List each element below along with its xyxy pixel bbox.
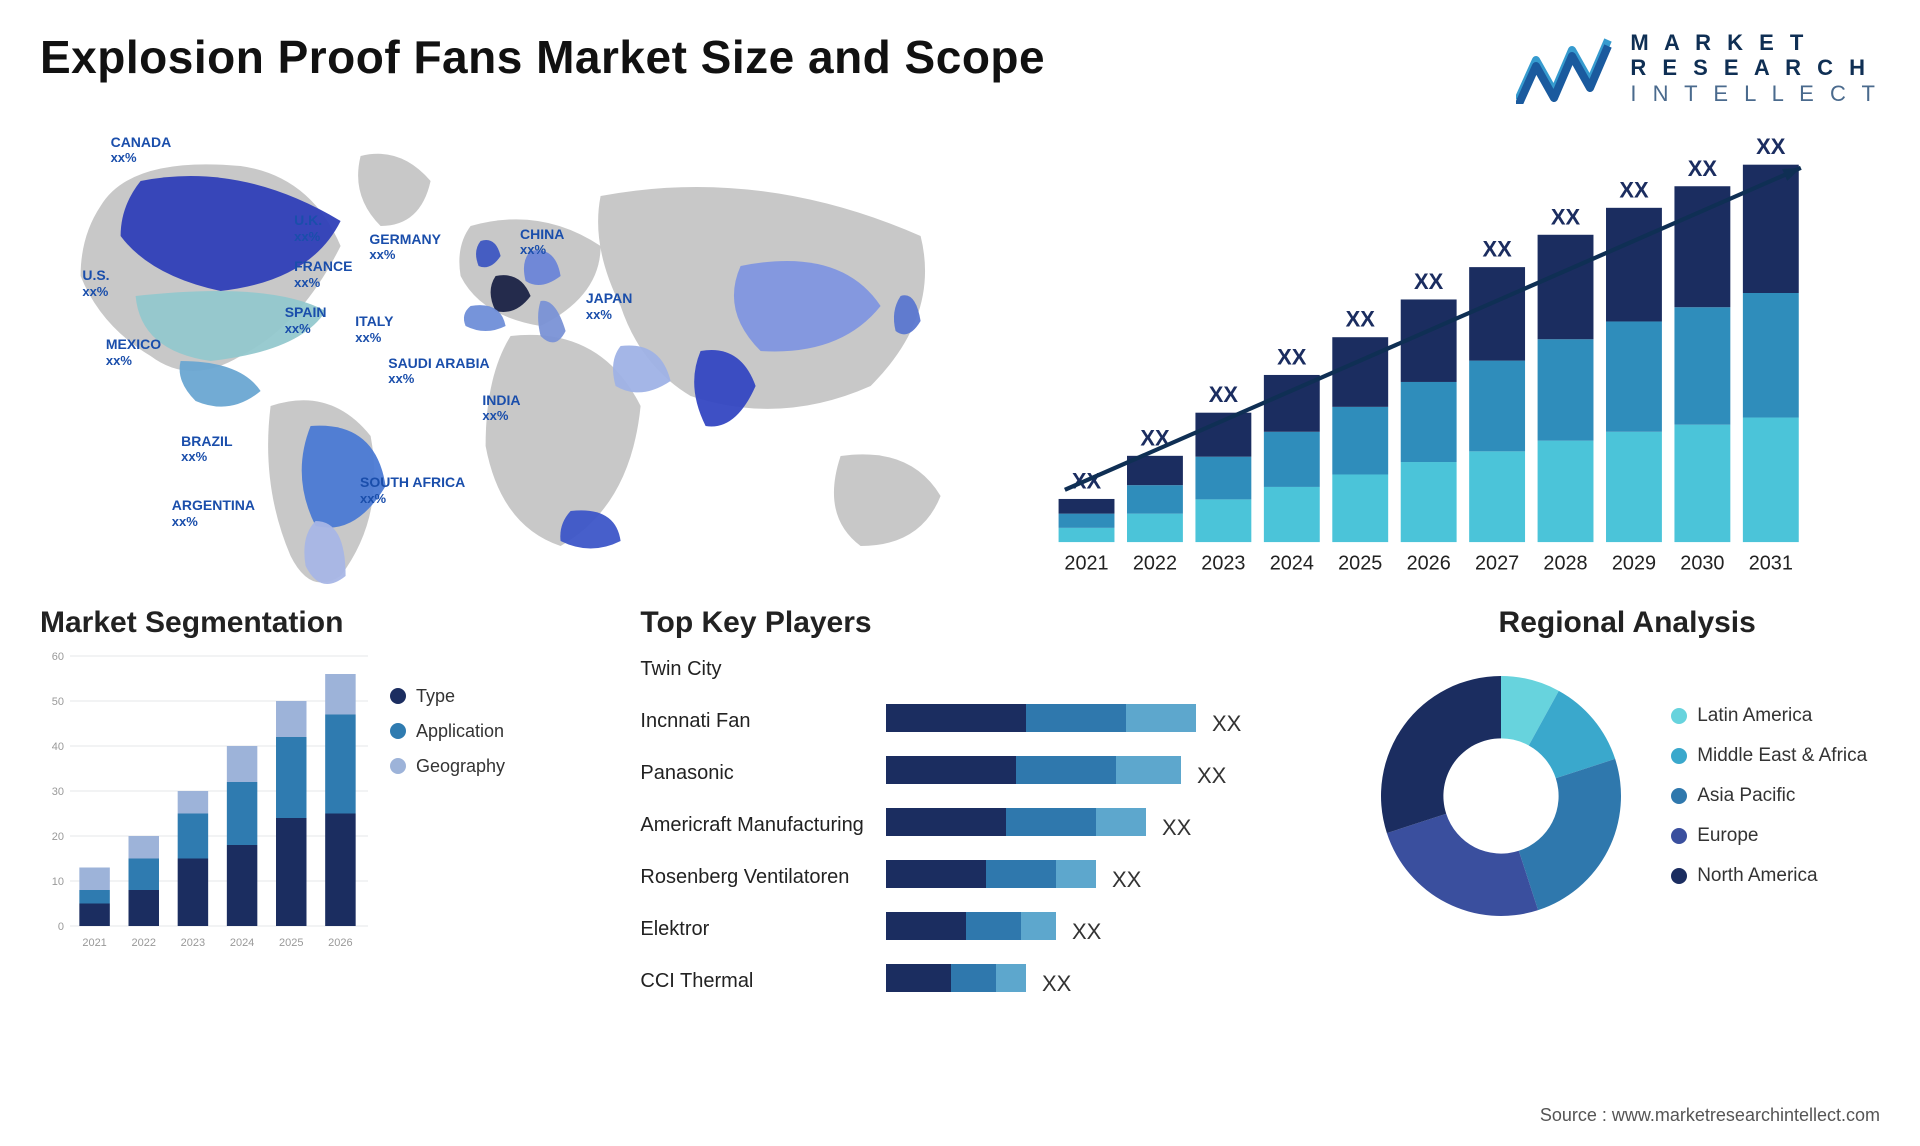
regional-legend-item: Europe xyxy=(1671,825,1867,847)
players-names: Twin City Incnnati Fan Panasonic Americraft… xyxy=(640,650,863,1016)
players-panel: Top Key Players Twin City Incnnati Fan Pan… xyxy=(640,606,1321,1046)
segmentation-legend: Type Application Geography xyxy=(390,686,505,956)
svg-text:XX: XX xyxy=(1277,344,1307,369)
regional-title: Regional Analysis xyxy=(1351,606,1903,640)
svg-text:XX: XX xyxy=(1620,177,1650,202)
svg-text:XX: XX xyxy=(1346,307,1376,332)
logo-line-3: I N T E L L E C T xyxy=(1630,81,1880,106)
svg-text:XX: XX xyxy=(1072,919,1102,944)
bottom-row: Market Segmentation 0 10 20 30 40 50 60 2021 202… xyxy=(40,606,1880,1046)
svg-text:XX: XX xyxy=(1197,763,1227,788)
svg-text:XX: XX xyxy=(1551,204,1581,229)
map-label-argentina: ARGENTINAxx% xyxy=(172,498,255,529)
map-label-france: FRANCExx% xyxy=(294,259,352,290)
regional-panel: Regional Analysis Latin America Middle Ea… xyxy=(1351,606,1903,1046)
map-label-germany: GERMANYxx% xyxy=(369,232,441,263)
svg-text:XX: XX xyxy=(1112,867,1142,892)
players-chart: XX XX XX XX XX XX xyxy=(884,646,1304,1016)
regional-legend-item: Middle East & Africa xyxy=(1671,745,1867,767)
svg-text:XX: XX xyxy=(1414,269,1444,294)
regional-legend-item: Latin America xyxy=(1671,705,1867,727)
svg-text:2029: 2029 xyxy=(1612,552,1656,574)
svg-text:2026: 2026 xyxy=(1407,552,1451,574)
map-label-italy: ITALYxx% xyxy=(355,314,393,345)
map-label-spain: SPAINxx% xyxy=(285,305,327,336)
svg-text:2025: 2025 xyxy=(279,937,303,949)
player-name: Panasonic xyxy=(640,754,863,792)
map-label-brazil: BRAZILxx% xyxy=(181,434,232,465)
player-name: Elektror xyxy=(640,910,863,948)
source-text: Source : www.marketresearchintellect.com xyxy=(1540,1105,1880,1126)
player-name: Incnnati Fan xyxy=(640,702,863,740)
regional-legend-item: Asia Pacific xyxy=(1671,785,1867,807)
player-name: Americraft Manufacturing xyxy=(640,806,863,844)
svg-text:30: 30 xyxy=(52,786,64,798)
svg-text:2022: 2022 xyxy=(1133,552,1177,574)
map-label-canada: CANADAxx% xyxy=(111,135,172,166)
map-label-u-k-: U.K.xx% xyxy=(294,213,322,244)
logo-line-2: R E S E A R C H xyxy=(1630,55,1880,80)
segmentation-legend-item: Geography xyxy=(390,756,505,777)
svg-text:10: 10 xyxy=(52,876,64,888)
svg-text:XX: XX xyxy=(1042,971,1072,996)
svg-text:0: 0 xyxy=(58,921,64,933)
regional-donut-chart xyxy=(1351,646,1651,946)
logo-line-1: M A R K E T xyxy=(1630,30,1880,55)
svg-text:2021: 2021 xyxy=(1065,552,1109,574)
player-name: CCI Thermal xyxy=(640,962,863,1000)
svg-text:XX: XX xyxy=(1212,711,1242,736)
segmentation-legend-item: Type xyxy=(390,686,505,707)
players-title: Top Key Players xyxy=(640,606,1321,640)
segmentation-panel: Market Segmentation 0 10 20 30 40 50 60 2021 202… xyxy=(40,606,610,1046)
map-label-saudi-arabia: SAUDI ARABIAxx% xyxy=(388,356,489,387)
segmentation-title: Market Segmentation xyxy=(40,606,610,640)
logo-text: M A R K E T R E S E A R C H I N T E L L … xyxy=(1630,30,1880,106)
regional-legend-item: North America xyxy=(1671,865,1867,887)
page-title: Explosion Proof Fans Market Size and Sco… xyxy=(40,30,1045,84)
map-label-mexico: MEXICOxx% xyxy=(106,337,161,368)
logo-mark-icon xyxy=(1516,32,1616,104)
map-label-japan: JAPANxx% xyxy=(586,291,632,322)
svg-text:XX: XX xyxy=(1688,156,1718,181)
svg-text:XX: XX xyxy=(1756,134,1786,159)
header: Explosion Proof Fans Market Size and Sco… xyxy=(40,30,1880,106)
svg-text:2024: 2024 xyxy=(230,937,254,949)
regional-legend: Latin America Middle East & Africa Asia Pa… xyxy=(1671,705,1867,887)
growth-chart: XX 2021 XX 2022 XX 2023 XX 2024 XX 2025 XX 2026 XX 20… xyxy=(1011,126,1880,586)
svg-text:XX: XX xyxy=(1483,237,1513,262)
svg-text:XX: XX xyxy=(1162,815,1192,840)
svg-text:20: 20 xyxy=(52,831,64,843)
map-label-india: INDIAxx% xyxy=(482,393,520,424)
logo: M A R K E T R E S E A R C H I N T E L L … xyxy=(1516,30,1880,106)
top-row: CANADAxx% U.S.xx% MEXICOxx% BRAZILxx% ARGENT… xyxy=(40,126,1880,586)
svg-text:2023: 2023 xyxy=(1201,552,1245,574)
svg-text:2027: 2027 xyxy=(1475,552,1519,574)
svg-text:2026: 2026 xyxy=(328,937,352,949)
svg-text:50: 50 xyxy=(52,696,64,708)
svg-text:2030: 2030 xyxy=(1680,552,1724,574)
svg-text:40: 40 xyxy=(52,741,64,753)
svg-text:2025: 2025 xyxy=(1338,552,1382,574)
svg-text:XX: XX xyxy=(1209,382,1239,407)
svg-text:2021: 2021 xyxy=(82,937,106,949)
segmentation-chart: 0 10 20 30 40 50 60 2021 2022 2023 2024 2025 2026 xyxy=(40,646,370,956)
player-name: Rosenberg Ventilatoren xyxy=(640,858,863,896)
svg-text:2031: 2031 xyxy=(1749,552,1793,574)
map-label-u-s-: U.S.xx% xyxy=(82,268,109,299)
map-label-china: CHINAxx% xyxy=(520,227,564,258)
segmentation-legend-item: Application xyxy=(390,721,505,742)
growth-chart-panel: XX 2021 XX 2022 XX 2023 XX 2024 XX 2025 XX 2026 XX 20… xyxy=(1011,126,1880,586)
svg-text:2022: 2022 xyxy=(132,937,156,949)
svg-text:60: 60 xyxy=(52,651,64,663)
world-map-panel: CANADAxx% U.S.xx% MEXICOxx% BRAZILxx% ARGENT… xyxy=(40,126,981,586)
svg-text:2028: 2028 xyxy=(1544,552,1588,574)
svg-text:2024: 2024 xyxy=(1270,552,1314,574)
map-label-south-africa: SOUTH AFRICAxx% xyxy=(360,475,465,506)
svg-text:2023: 2023 xyxy=(181,937,205,949)
player-name: Twin City xyxy=(640,650,863,688)
